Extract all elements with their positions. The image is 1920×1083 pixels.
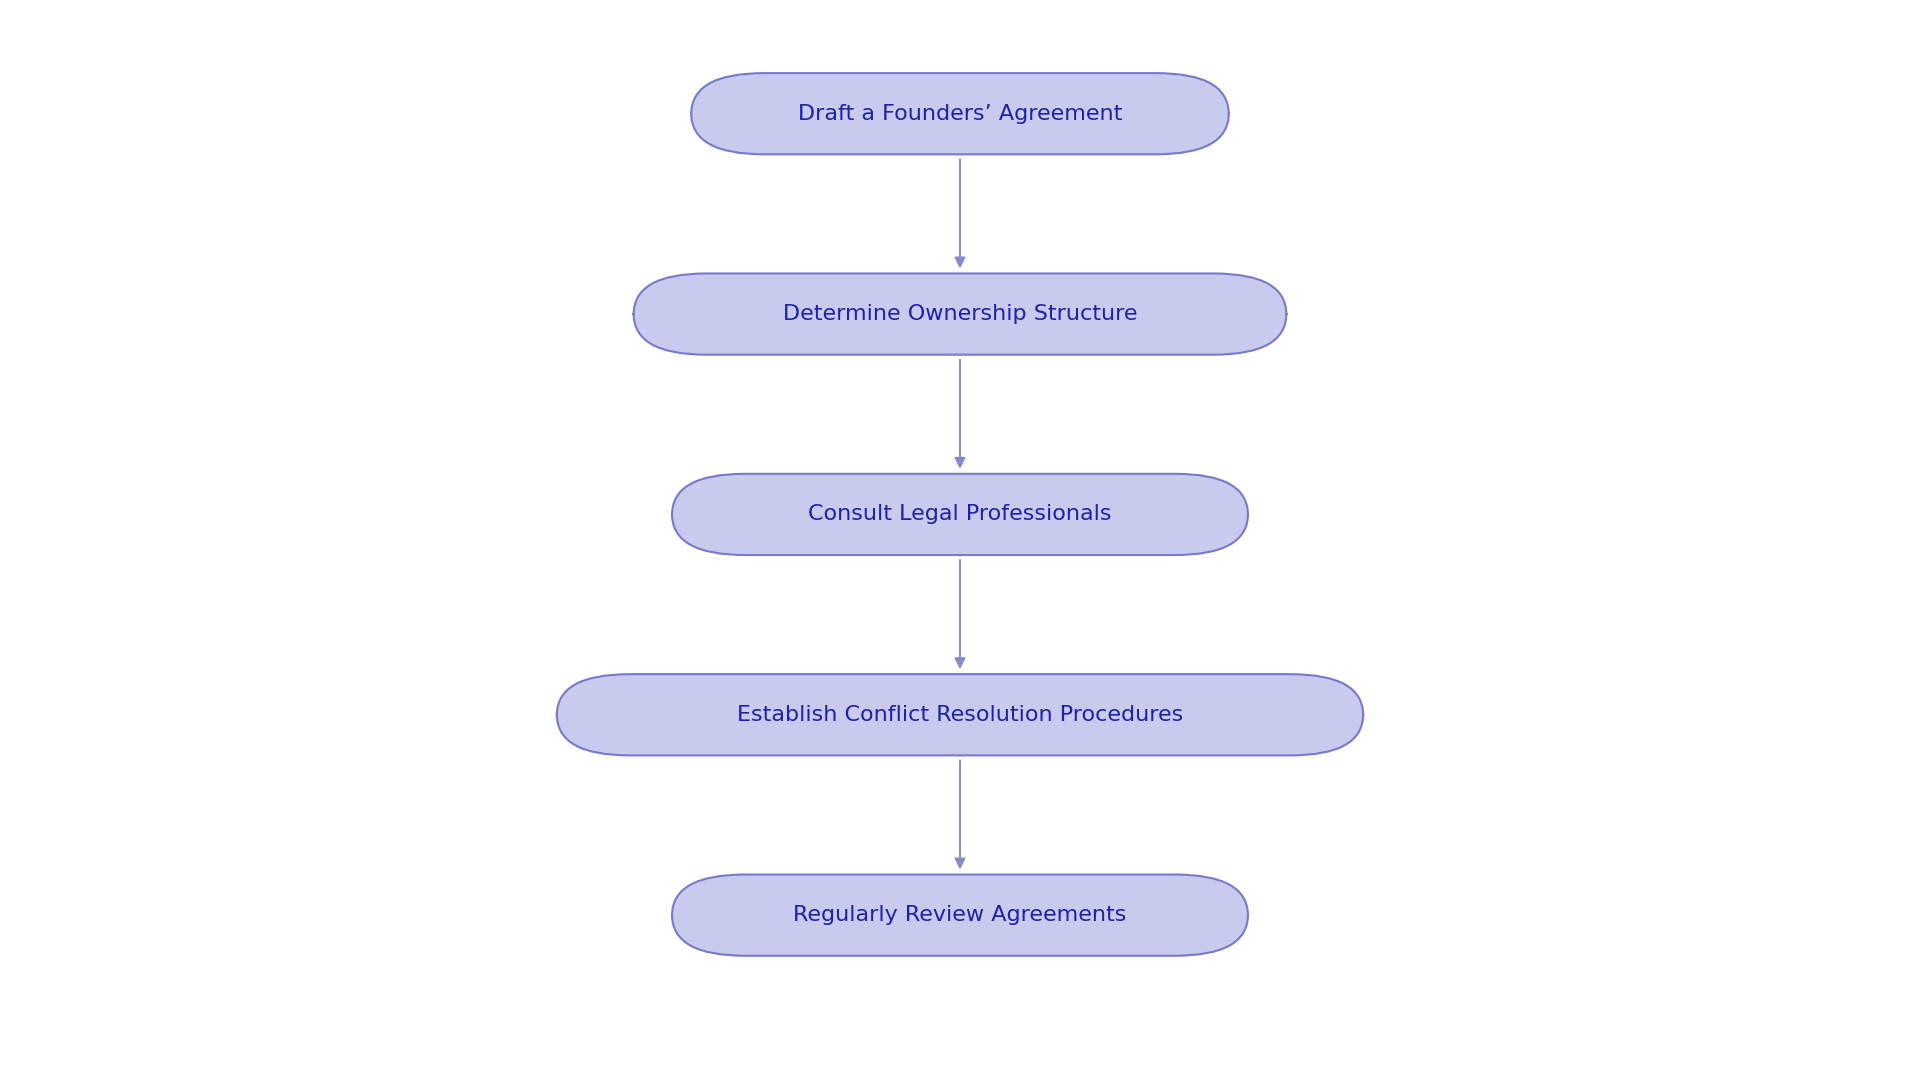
FancyBboxPatch shape (557, 674, 1363, 755)
FancyBboxPatch shape (691, 74, 1229, 155)
Text: Determine Ownership Structure: Determine Ownership Structure (783, 304, 1137, 324)
Text: Regularly Review Agreements: Regularly Review Agreements (793, 905, 1127, 925)
Text: Consult Legal Professionals: Consult Legal Professionals (808, 505, 1112, 524)
FancyBboxPatch shape (672, 875, 1248, 955)
Text: Establish Conflict Resolution Procedures: Establish Conflict Resolution Procedures (737, 705, 1183, 725)
FancyBboxPatch shape (672, 474, 1248, 554)
FancyBboxPatch shape (634, 274, 1286, 355)
Text: Draft a Founders’ Agreement: Draft a Founders’ Agreement (799, 104, 1121, 123)
